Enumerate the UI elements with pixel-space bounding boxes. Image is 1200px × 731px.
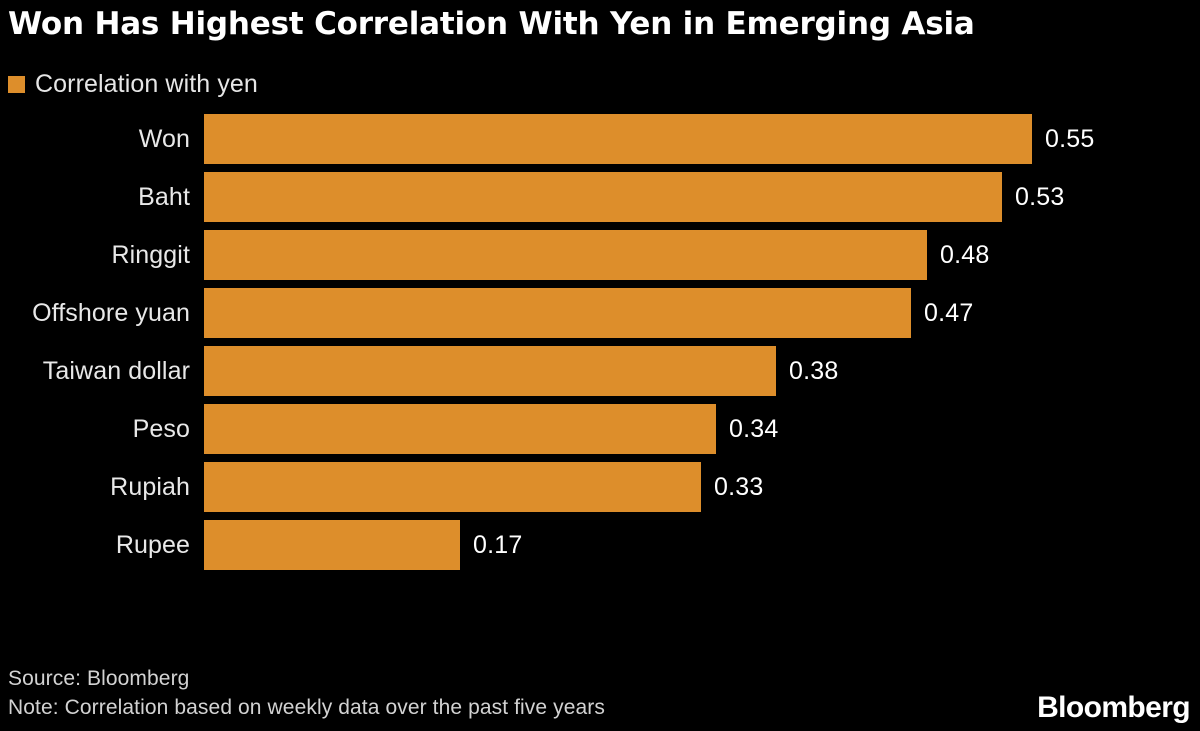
source-line: Source: Bloomberg xyxy=(8,667,190,690)
bar-row: Offshore yuan 0.47 xyxy=(0,288,1200,338)
category-label: Peso xyxy=(132,415,190,443)
legend-swatch-icon xyxy=(8,75,25,93)
bar-row: Ringgit 0.48 xyxy=(0,230,1200,280)
category-label: Rupee xyxy=(115,531,190,559)
bar-offshore-yuan[interactable] xyxy=(204,288,911,338)
bar-row: Rupiah 0.33 xyxy=(0,462,1200,512)
bar-value-label: 0.47 xyxy=(924,299,974,327)
category-label: Ringgit xyxy=(111,241,190,269)
bar-row: Taiwan dollar 0.38 xyxy=(0,346,1200,396)
bar-value-label: 0.33 xyxy=(714,473,764,501)
bar-peso[interactable] xyxy=(204,404,716,454)
bar-value-label: 0.55 xyxy=(1045,125,1095,153)
chart-legend: Correlation with yen xyxy=(8,68,258,100)
category-label: Offshore yuan xyxy=(32,299,190,327)
bar-row: Rupee 0.17 xyxy=(0,520,1200,570)
bar-rupiah[interactable] xyxy=(204,462,701,512)
bar-rupee[interactable] xyxy=(204,520,460,570)
page-title: Won Has Highest Correlation With Yen in … xyxy=(8,6,975,42)
bar-row: Baht 0.53 xyxy=(0,172,1200,222)
bar-row: Won 0.55 xyxy=(0,114,1200,164)
bar-row: Peso 0.34 xyxy=(0,404,1200,454)
footer: Source: Bloomberg Note: Correlation base… xyxy=(8,664,1008,722)
category-label: Rupiah xyxy=(110,473,190,501)
bar-taiwan-dollar[interactable] xyxy=(204,346,776,396)
bar-value-label: 0.38 xyxy=(789,357,839,385)
bar-won[interactable] xyxy=(204,114,1032,164)
bar-value-label: 0.48 xyxy=(940,241,990,269)
bar-value-label: 0.34 xyxy=(729,415,779,443)
bar-ringgit[interactable] xyxy=(204,230,927,280)
category-label: Taiwan dollar xyxy=(42,357,190,385)
plot-area: Won 0.55 Baht 0.53 Ringgit 0.48 Offshore yuan 0… xyxy=(0,110,1200,580)
category-label: Won xyxy=(138,125,190,153)
legend-label: Correlation with yen xyxy=(35,70,258,98)
bar-value-label: 0.53 xyxy=(1015,183,1065,211)
bar-baht[interactable] xyxy=(204,172,1002,222)
category-label: Baht xyxy=(138,183,190,211)
note-line: Note: Correlation based on weekly data o… xyxy=(8,696,605,719)
bar-value-label: 0.17 xyxy=(473,531,523,559)
bloomberg-logo: Bloomberg xyxy=(1037,691,1191,724)
